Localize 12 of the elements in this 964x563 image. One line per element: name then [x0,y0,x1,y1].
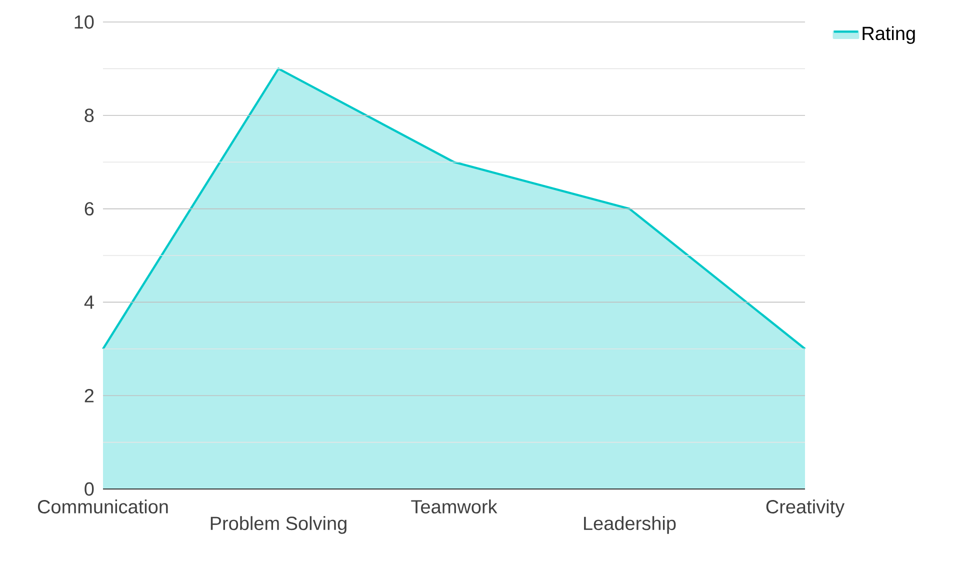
x-tick-label: Problem Solving [210,516,346,534]
y-tick-label: 8 [84,108,94,122]
y-tick-label: 2 [84,388,94,402]
legend-label: Rating [862,26,915,44]
x-tick-label: Communication [38,500,168,514]
y-tick-label: 4 [84,296,94,309]
y-tick-label: 6 [84,202,94,216]
x-tick-label: Creativity [766,500,845,518]
x-tick-label: Leadership [584,516,676,534]
x-tick-label: Teamwork [411,500,498,514]
y-tick-label: 0 [84,482,94,496]
y-tick-label: 10 [74,15,94,29]
